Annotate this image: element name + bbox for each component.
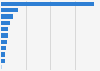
- Bar: [1, 59, 5, 63]
- Bar: [1, 2, 94, 6]
- Bar: [1, 40, 7, 44]
- Bar: [1, 46, 6, 50]
- Bar: [1, 14, 13, 19]
- Bar: [1, 21, 10, 25]
- Bar: [1, 8, 18, 12]
- Bar: [1, 33, 8, 38]
- Bar: [1, 65, 2, 69]
- Bar: [1, 27, 8, 31]
- Bar: [1, 52, 5, 57]
